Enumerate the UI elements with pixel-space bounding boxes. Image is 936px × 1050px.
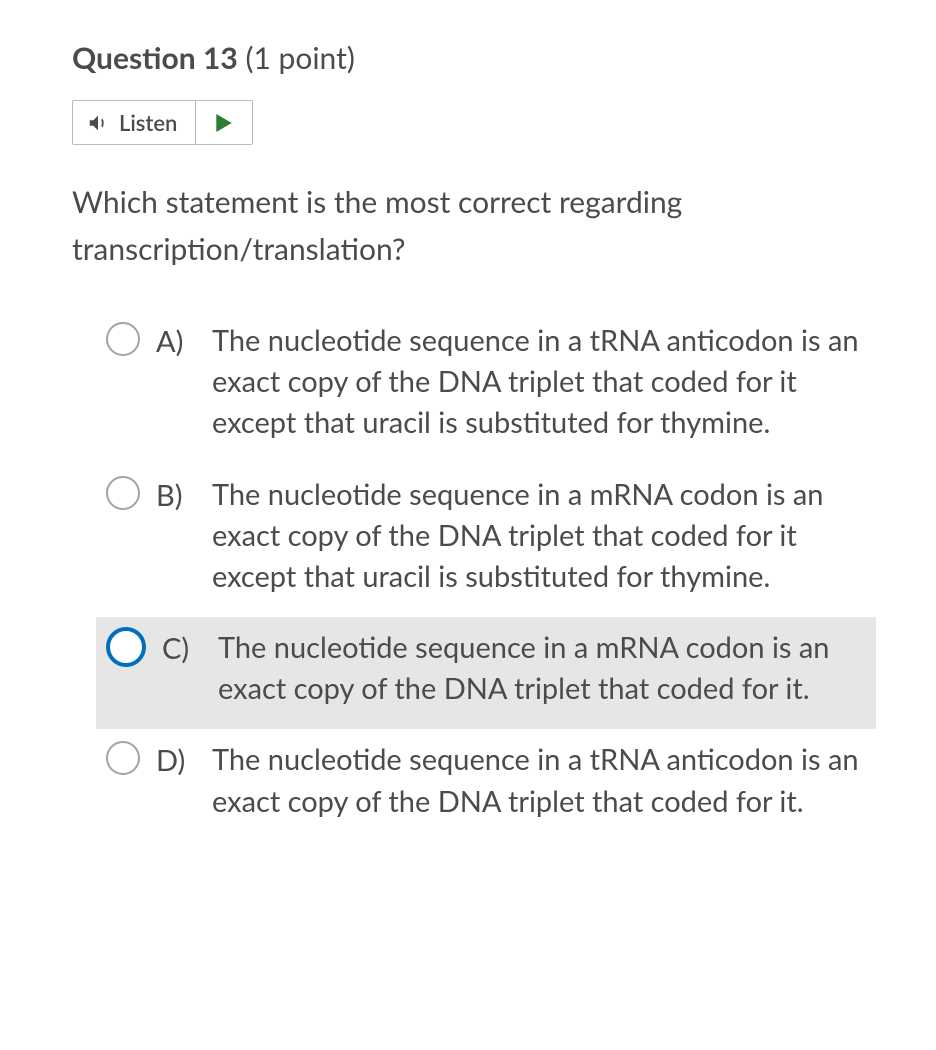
listen-button-group: Listen <box>72 100 253 145</box>
question-number: 13 <box>203 40 238 76</box>
option-b[interactable]: B) The nucleotide sequence in a mRNA cod… <box>96 464 876 618</box>
listen-button[interactable]: Listen <box>73 101 195 144</box>
play-button[interactable] <box>195 101 252 144</box>
speaker-icon <box>87 112 109 134</box>
listen-label: Listen <box>119 109 177 136</box>
option-letter: B) <box>156 478 196 513</box>
play-icon <box>216 114 232 132</box>
question-header: Question 13 (1 point) <box>72 40 876 76</box>
question-points: (1 point) <box>245 40 354 76</box>
question-stem: Which statement is the most correct rega… <box>72 179 876 272</box>
radio-a[interactable] <box>106 322 140 356</box>
option-letter: A) <box>156 324 196 359</box>
radio-d[interactable] <box>106 741 140 775</box>
option-d[interactable]: D) The nucleotide sequence in a tRNA ant… <box>96 729 876 841</box>
option-letter: C) <box>162 631 202 666</box>
radio-c[interactable] <box>106 627 146 667</box>
option-text: The nucleotide sequence in a tRNA antico… <box>212 320 862 444</box>
option-text: The nucleotide sequence in a tRNA antico… <box>212 739 862 821</box>
option-a[interactable]: A) The nucleotide sequence in a tRNA ant… <box>96 310 876 464</box>
option-letter: D) <box>156 743 196 778</box>
radio-b[interactable] <box>106 476 140 510</box>
option-text: The nucleotide sequence in a mRNA codon … <box>212 474 862 598</box>
options-list: A) The nucleotide sequence in a tRNA ant… <box>72 310 876 842</box>
option-c[interactable]: C) The nucleotide sequence in a mRNA cod… <box>96 617 876 729</box>
option-text: The nucleotide sequence in a mRNA codon … <box>218 627 862 709</box>
question-label: Question <box>72 40 196 76</box>
